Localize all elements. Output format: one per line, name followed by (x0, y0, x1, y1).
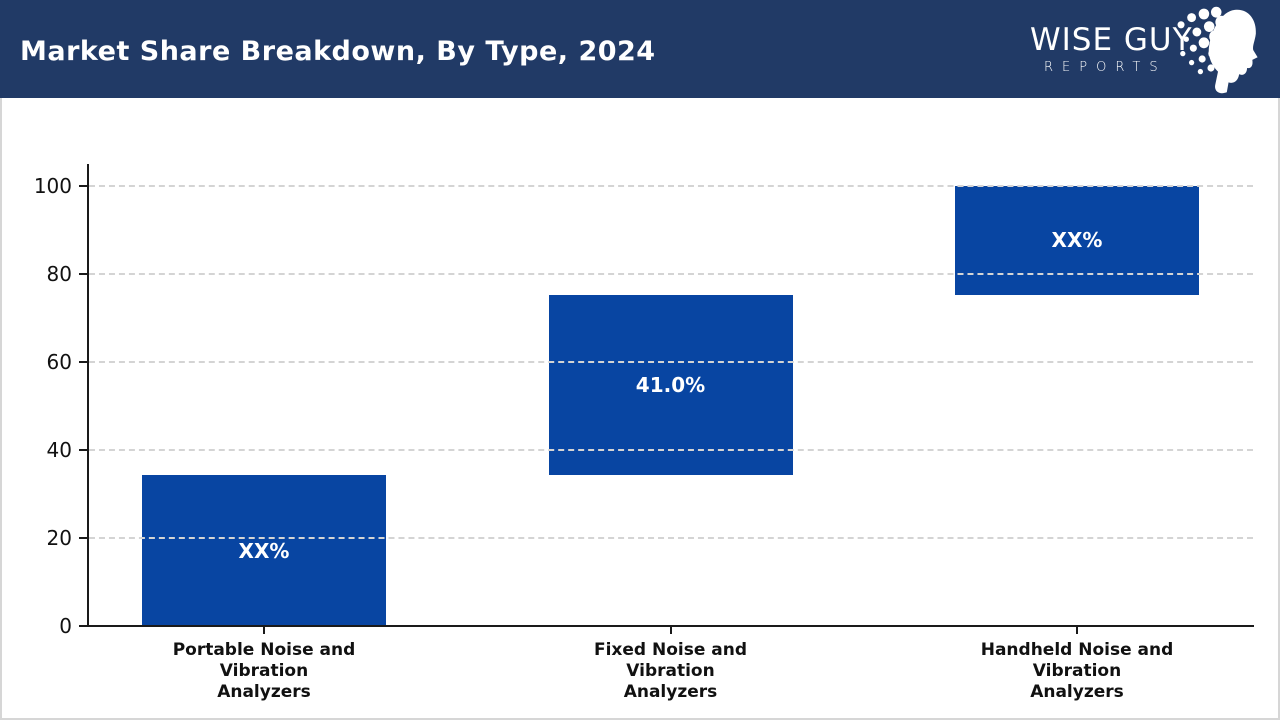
y-tick-60 (79, 361, 87, 363)
y-tick-label: 100 (33, 174, 72, 198)
x-category-line: Analyzers (217, 682, 311, 702)
x-category-line: Handheld Noise and (980, 640, 1174, 660)
page-title: Market Share Breakdown, By Type, 2024 (20, 36, 656, 67)
bar-value-label: 41.0% (635, 372, 706, 397)
y-tick-40 (79, 449, 87, 451)
x-category-line: Vibration (626, 661, 715, 681)
brand-logo-face-icon (1177, 6, 1258, 94)
y-axis-spine (87, 164, 89, 627)
y-tick-label: 40 (46, 438, 72, 462)
y-tick-label: 0 (59, 614, 72, 638)
x-category-label: Portable Noise and Vibration Analyzers (99, 640, 429, 703)
x-tick (1076, 627, 1078, 634)
x-category-line: Analyzers (1030, 682, 1124, 702)
x-category-line: Fixed Noise and (593, 640, 748, 660)
x-category-label: Fixed Noise and Vibration Analyzers (506, 640, 836, 703)
y-tick-label: 80 (46, 262, 72, 286)
x-tick (263, 627, 265, 634)
bar-segment (142, 475, 386, 626)
gridline-40 (89, 449, 1253, 451)
gridline-60 (89, 361, 1253, 363)
y-tick-80 (79, 273, 87, 275)
header-bar: Market Share Breakdown, By Type, 2024 WI… (0, 0, 1280, 98)
x-category-line: Analyzers (623, 682, 718, 702)
y-tick-label: 60 (46, 350, 72, 374)
x-tick (669, 627, 672, 634)
gridline-80 (89, 273, 1253, 275)
x-category-line: Portable Noise and (172, 640, 356, 660)
gridline-100 (89, 185, 1253, 187)
y-tick-20 (79, 537, 87, 539)
x-axis-spine (87, 625, 1254, 627)
bar-segment (548, 294, 793, 476)
gridline-20 (89, 537, 1253, 539)
x-category-line: Vibration (1032, 661, 1122, 681)
brand-logo: WISE GUY REPORTS (972, 0, 1272, 98)
brand-logo-wordmark: WISE GUY (1030, 22, 1193, 58)
bar-value-label: XX% (1051, 228, 1103, 253)
x-category-label: Handheld Noise and Vibration Analyzers (912, 640, 1242, 703)
x-category-line: Vibration (219, 661, 309, 681)
y-tick-label: 20 (46, 526, 72, 550)
y-tick-0 (79, 625, 87, 627)
bar-value-label: XX% (238, 538, 290, 563)
y-tick-100 (79, 185, 87, 187)
bar-segment (955, 186, 1199, 295)
brand-logo-subtext: REPORTS (1044, 60, 1167, 75)
